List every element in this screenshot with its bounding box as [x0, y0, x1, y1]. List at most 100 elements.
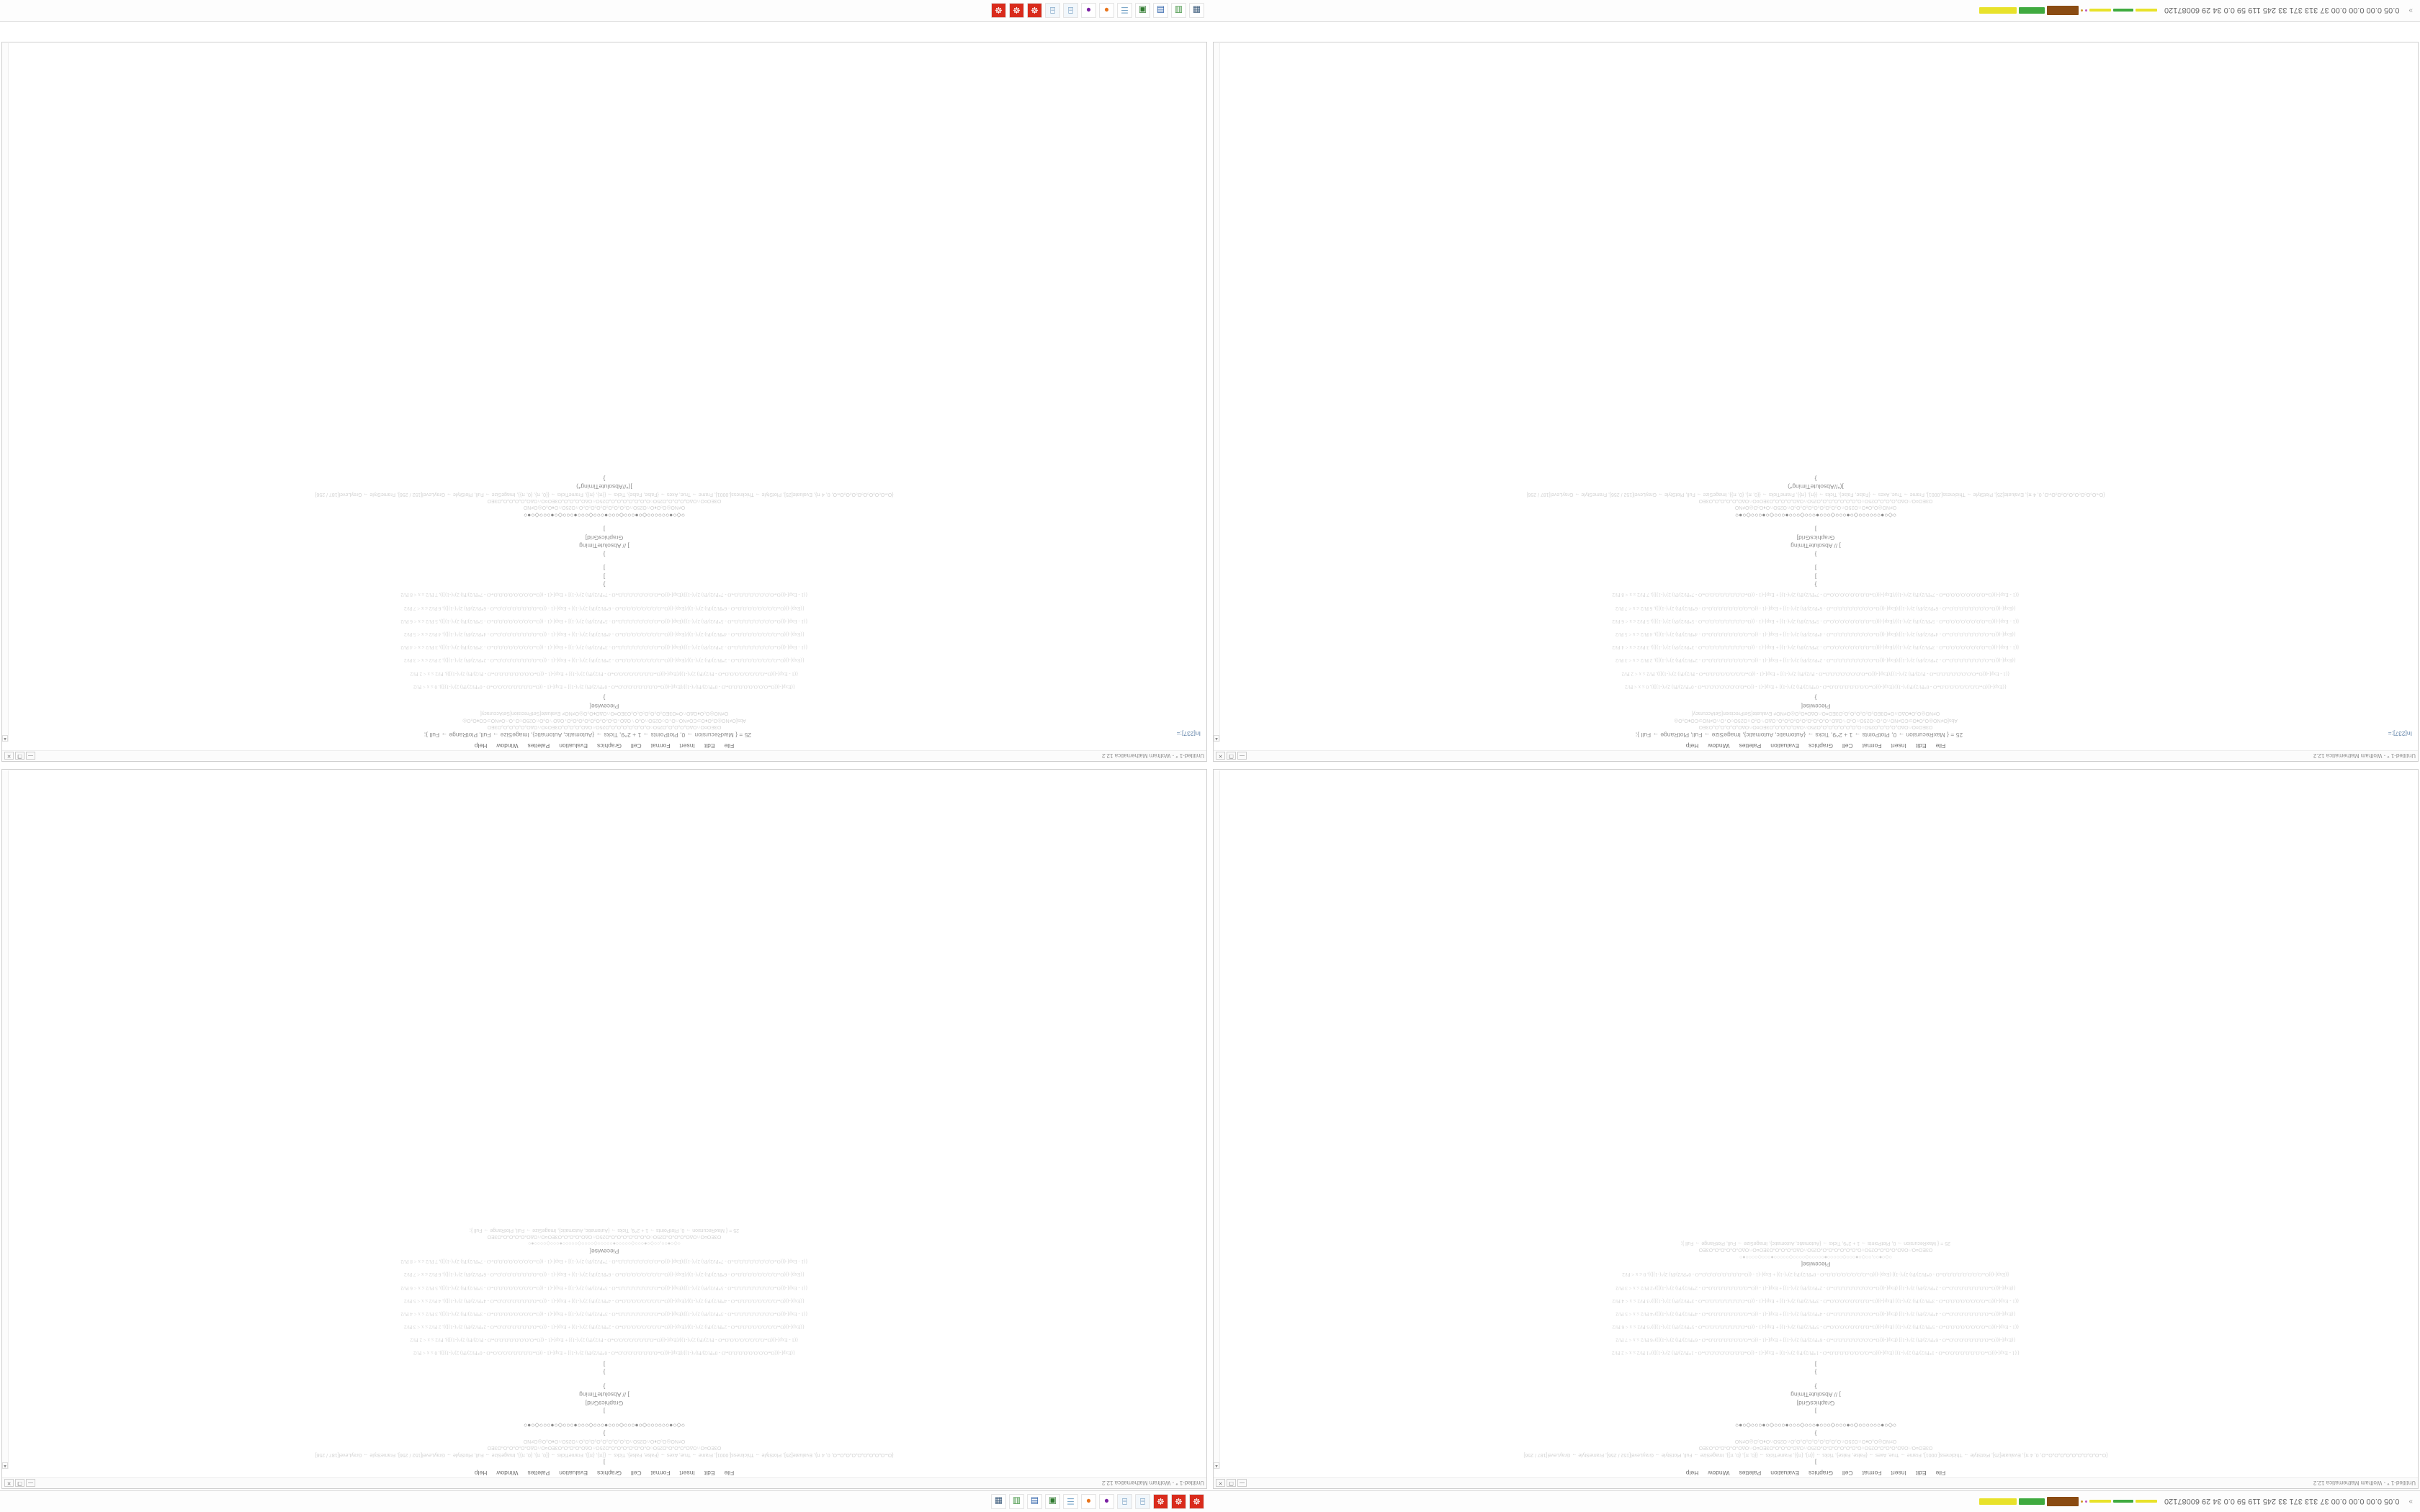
menubar[interactable]: File Edit Insert Format Cell Graphics Evaluati…: [1214, 742, 2418, 750]
menu-item-cell[interactable]: Cell: [1842, 1470, 1853, 1477]
menu-item-edit[interactable]: Edit: [704, 1470, 715, 1477]
menu-item-cell[interactable]: Cell: [630, 742, 642, 750]
chevron-expand-icon[interactable]: »: [2408, 1498, 2413, 1506]
vertical-scrollbar[interactable]: ▲: [1214, 770, 1220, 1469]
menu-item-graphics[interactable]: Graphics: [1808, 1470, 1833, 1477]
mathematica-window-bottom-right[interactable]: Untitled-1 * - Wolfram Mathematica 12.2 …: [1, 42, 1207, 762]
input-cell[interactable]: In[237]:= 25 = { MaxRecursion → 0, PlotP…: [1214, 730, 2418, 739]
vertical-scrollbar[interactable]: ▲: [2, 770, 9, 1469]
wolfram-icon[interactable]: ☸: [1171, 1494, 1186, 1509]
app-icon[interactable]: ▥: [1009, 1494, 1024, 1509]
menu-item-insert[interactable]: Insert: [1891, 1470, 1906, 1477]
menu-item-graphics[interactable]: Graphics: [596, 742, 622, 750]
menu-item-help[interactable]: Help: [474, 742, 488, 750]
system-monitor[interactable]: » 0.05 0.00 0.00 0.00 37 313 371 33 245 …: [2164, 6, 2420, 15]
notebook-body[interactable]: In[237]:= 25 = { MaxRecursion → 0, PlotP…: [1214, 43, 2418, 742]
minimize-button[interactable]: —: [26, 1479, 35, 1488]
menu-item-help[interactable]: Help: [474, 1470, 488, 1477]
notes-icon[interactable]: ☰: [1117, 3, 1132, 18]
app-icon[interactable]: ▥: [1171, 3, 1186, 18]
maximize-button[interactable]: ❐: [1227, 1479, 1236, 1488]
minimize-button[interactable]: —: [1237, 752, 1247, 760]
firefox-icon[interactable]: ●: [1099, 3, 1114, 18]
browser-icon[interactable]: ●: [1081, 3, 1096, 18]
calculator-icon[interactable]: ⌸: [1135, 1494, 1150, 1509]
close-button[interactable]: ✕: [4, 752, 14, 760]
notebook-body[interactable]: ] {OₘOₒOₒOₒOₒOₒOₒOₒOₘO, 0, 4 π}, Evaluat…: [2, 770, 1206, 1469]
menu-item-file[interactable]: File: [724, 742, 735, 750]
menu-item-file[interactable]: File: [1935, 742, 1946, 750]
menu-item-format[interactable]: Format: [1862, 1470, 1882, 1477]
calculator-icon[interactable]: ⌸: [1117, 1494, 1132, 1509]
menu-item-window[interactable]: Window: [1708, 742, 1730, 750]
firefox-icon[interactable]: ●: [1081, 1494, 1096, 1509]
wolfram-icon[interactable]: ☸: [1189, 1494, 1204, 1509]
notebook-body[interactable]: In[237]:= 25 = { MaxRecursion → 0, PlotP…: [2, 43, 1206, 742]
mathematica-window-bottom-left[interactable]: Untitled-1 * - Wolfram Mathematica 12.2 …: [1213, 42, 2419, 762]
menubar[interactable]: File Edit Insert Format Cell Graphics Evaluati…: [1214, 1469, 2418, 1477]
scroll-up-arrow[interactable]: ▲: [2, 735, 8, 742]
maximize-button[interactable]: ❐: [1227, 752, 1236, 760]
save-icon[interactable]: ▤: [1153, 3, 1168, 18]
menu-item-cell[interactable]: Cell: [630, 1470, 642, 1477]
minimize-button[interactable]: —: [1237, 1479, 1247, 1488]
close-button[interactable]: ✕: [1216, 752, 1225, 760]
scroll-up-arrow[interactable]: ▲: [2, 1462, 8, 1469]
menu-item-graphics[interactable]: Graphics: [1808, 742, 1833, 750]
titlebar[interactable]: Untitled-1 * - Wolfram Mathematica 12.2 …: [1214, 750, 2418, 761]
close-button[interactable]: ✕: [1216, 1479, 1225, 1488]
menu-item-insert[interactable]: Insert: [679, 742, 695, 750]
menu-item-insert[interactable]: Insert: [1891, 742, 1906, 750]
menu-item-window[interactable]: Window: [496, 1470, 519, 1477]
menu-item-window[interactable]: Window: [496, 742, 519, 750]
menu-item-help[interactable]: Help: [1685, 742, 1699, 750]
menu-item-evaluation[interactable]: Evaluation: [559, 1470, 588, 1477]
calculator-icon[interactable]: ⌸: [1045, 3, 1060, 18]
menu-item-edit[interactable]: Edit: [1915, 742, 1927, 750]
menu-item-cell[interactable]: Cell: [1842, 742, 1853, 750]
menu-item-edit[interactable]: Edit: [1915, 1470, 1927, 1477]
menubar[interactable]: File Edit Insert Format Cell Graphics Evaluati…: [2, 742, 1206, 750]
menu-item-evaluation[interactable]: Evaluation: [1770, 1470, 1799, 1477]
menu-item-format[interactable]: Format: [650, 1470, 671, 1477]
vertical-scrollbar[interactable]: ▲: [2, 43, 9, 742]
calculator-icon[interactable]: ⌸: [1063, 3, 1078, 18]
titlebar[interactable]: Untitled-1 * - Wolfram Mathematica 12.2 …: [2, 1477, 1206, 1488]
minimize-button[interactable]: —: [26, 752, 35, 760]
wolfram-icon[interactable]: ☸: [1027, 3, 1042, 18]
titlebar[interactable]: Untitled-1 * - Wolfram Mathematica 12.2 …: [1214, 1477, 2418, 1488]
terminal-icon[interactable]: ▣: [1045, 1494, 1060, 1509]
menu-item-palettes[interactable]: Palettes: [1739, 742, 1762, 750]
wolfram-icon[interactable]: ☸: [991, 3, 1006, 18]
menubar[interactable]: File Edit Insert Format Cell Graphics Evaluati…: [2, 1469, 1206, 1477]
menu-item-edit[interactable]: Edit: [704, 742, 715, 750]
maximize-button[interactable]: ❐: [15, 752, 24, 760]
mathematica-window-top-left[interactable]: Untitled-1 * - Wolfram Mathematica 12.2 …: [1213, 769, 2419, 1489]
wolfram-icon[interactable]: ☸: [1009, 3, 1024, 18]
menu-item-graphics[interactable]: Graphics: [596, 1470, 622, 1477]
mathematica-window-top-right[interactable]: Untitled-1 * - Wolfram Mathematica 12.2 …: [1, 769, 1207, 1489]
scroll-up-arrow[interactable]: ▲: [1214, 735, 1219, 742]
save-icon[interactable]: ▤: [1027, 1494, 1042, 1509]
titlebar[interactable]: Untitled-1 * - Wolfram Mathematica 12.2 …: [2, 750, 1206, 761]
scroll-up-arrow[interactable]: ▲: [1214, 1462, 1219, 1469]
menu-item-evaluation[interactable]: Evaluation: [559, 742, 588, 750]
maximize-button[interactable]: ❐: [15, 1479, 24, 1488]
monitor-icon[interactable]: ▦: [1189, 3, 1204, 18]
input-cell[interactable]: In[237]:= 25 = { MaxRecursion → 0, PlotP…: [2, 730, 1206, 739]
terminal-icon[interactable]: ▣: [1135, 3, 1150, 18]
wolfram-icon[interactable]: ☸: [1153, 1494, 1168, 1509]
menu-item-palettes[interactable]: Palettes: [527, 742, 550, 750]
monitor-icon[interactable]: ▦: [991, 1494, 1006, 1509]
browser-icon[interactable]: ●: [1099, 1494, 1114, 1509]
menu-item-help[interactable]: Help: [1685, 1470, 1699, 1477]
close-button[interactable]: ✕: [4, 1479, 14, 1488]
notebook-body[interactable]: ] {OₘOₒOₒOₒOₒOₒOₒOₒOₒOₘO, 0, 4 π}, Evalu…: [1214, 770, 2418, 1469]
menu-item-evaluation[interactable]: Evaluation: [1770, 742, 1799, 750]
menu-item-format[interactable]: Format: [650, 742, 671, 750]
vertical-scrollbar[interactable]: ▲: [1214, 43, 1220, 742]
menu-item-window[interactable]: Window: [1708, 1470, 1730, 1477]
notes-icon[interactable]: ☰: [1063, 1494, 1078, 1509]
menu-item-insert[interactable]: Insert: [679, 1470, 695, 1477]
menu-item-format[interactable]: Format: [1862, 742, 1882, 750]
